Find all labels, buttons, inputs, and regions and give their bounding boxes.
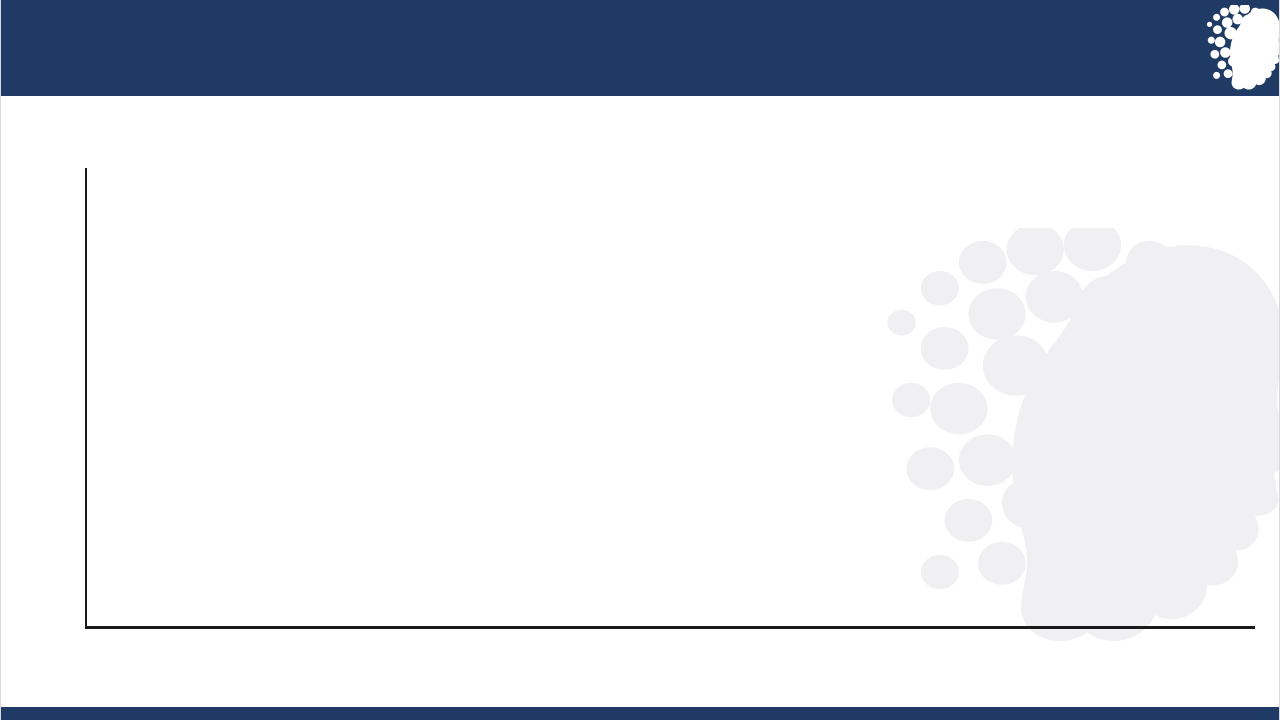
logo-face-icon (1206, 5, 1279, 90)
page-header (1, 0, 1279, 96)
watermark-face-icon (887, 228, 1279, 642)
x-axis-spine (85, 626, 1255, 629)
footer-bar (1, 707, 1279, 720)
y-axis-spine (85, 168, 87, 628)
